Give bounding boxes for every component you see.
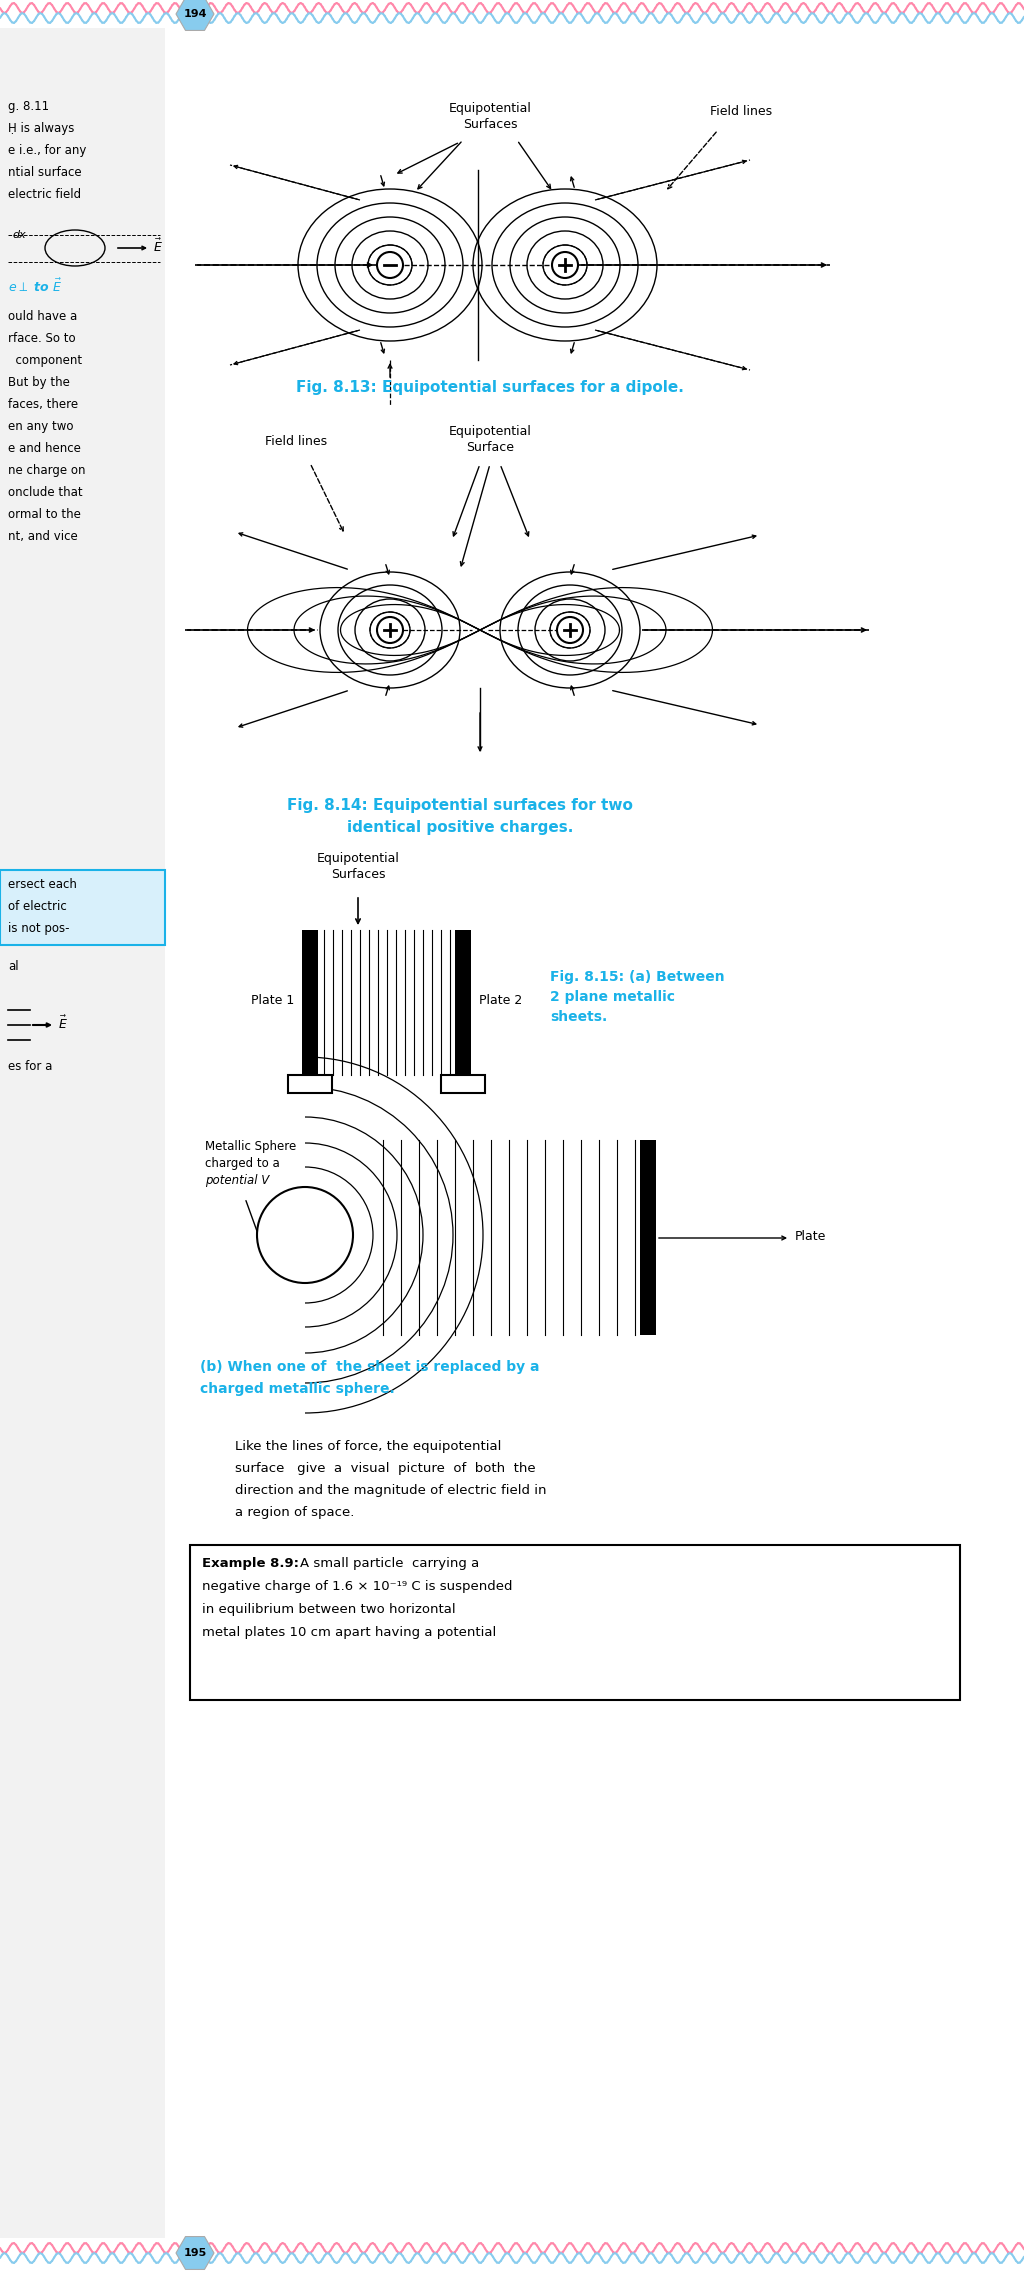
Text: Ḥ is always: Ḥ is always [8, 123, 75, 134]
Text: 194: 194 [183, 9, 207, 18]
Bar [288, 1076, 332, 1092]
Text: a region of space.: a region of space. [234, 1506, 354, 1520]
Text: electric field: electric field [8, 189, 81, 200]
Text: metal plates 10 cm apart having a potential: metal plates 10 cm apart having a potent… [202, 1627, 497, 1638]
Text: identical positive charges.: identical positive charges. [347, 819, 573, 835]
Bar [0, 869, 165, 944]
Text: ersect each: ersect each [8, 878, 77, 892]
Text: ormal to the: ormal to the [8, 507, 81, 521]
Text: 2 plane metallic: 2 plane metallic [550, 990, 675, 1003]
Circle shape [557, 617, 583, 644]
Text: $\vec{E}$: $\vec{E}$ [58, 1015, 68, 1031]
Text: Fig. 8.13: Equipotential surfaces for a dipole.: Fig. 8.13: Equipotential surfaces for a … [296, 380, 684, 396]
Text: Plate 1: Plate 1 [251, 994, 294, 1006]
Text: al: al [8, 960, 18, 974]
Text: ntial surface: ntial surface [8, 166, 82, 180]
Bar [0, 27, 165, 2239]
Text: Surfaces: Surfaces [463, 118, 517, 132]
Text: g. 8.11: g. 8.11 [8, 100, 49, 114]
Circle shape [257, 1188, 353, 1283]
Bar [302, 930, 318, 1076]
Bar [190, 1545, 961, 1699]
Text: Equipotential: Equipotential [316, 853, 399, 864]
Bar [640, 1140, 656, 1335]
Text: in equilibrium between two horizontal: in equilibrium between two horizontal [202, 1604, 456, 1615]
Text: Metallic Sphere: Metallic Sphere [205, 1140, 296, 1153]
Text: Equipotential: Equipotential [449, 102, 531, 116]
Text: Field lines: Field lines [710, 105, 772, 118]
Text: Plate 2: Plate 2 [479, 994, 522, 1006]
Bar [455, 930, 471, 1076]
Bar [441, 1076, 485, 1092]
Text: negative charge of 1.6 × 10⁻¹⁹ C is suspended: negative charge of 1.6 × 10⁻¹⁹ C is susp… [202, 1581, 512, 1592]
Text: component: component [8, 355, 82, 366]
Text: Fig. 8.14: Equipotential surfaces for two: Fig. 8.14: Equipotential surfaces for tw… [287, 799, 633, 812]
Text: Example 8.9:: Example 8.9: [202, 1556, 299, 1570]
Text: is not pos-: is not pos- [8, 921, 70, 935]
Text: potential V: potential V [205, 1174, 269, 1188]
Text: nt, and vice: nt, and vice [8, 530, 78, 544]
Text: Surfaces: Surfaces [331, 869, 385, 880]
Text: e and hence: e and hence [8, 441, 81, 455]
Text: (b) When one of  the sheet is replaced by a: (b) When one of the sheet is replaced by… [200, 1360, 540, 1374]
Text: surface   give  a  visual  picture  of  both  the: surface give a visual picture of both th… [234, 1463, 536, 1474]
Text: Surface: Surface [466, 441, 514, 455]
Text: 195: 195 [183, 2248, 207, 2259]
Text: rface. So to: rface. So to [8, 332, 76, 346]
Text: charged metallic sphere.: charged metallic sphere. [200, 1381, 394, 1397]
Text: But by the: But by the [8, 375, 70, 389]
Circle shape [377, 617, 403, 644]
Text: charged to a: charged to a [205, 1158, 280, 1169]
Text: Field lines: Field lines [265, 435, 327, 448]
Text: e i.e., for any: e i.e., for any [8, 143, 86, 157]
Text: es for a: es for a [8, 1060, 52, 1074]
Text: onclude that: onclude that [8, 487, 83, 498]
Text: $\vec{E}$: $\vec{E}$ [153, 237, 163, 255]
Text: dx: dx [12, 230, 26, 239]
Text: ne charge on: ne charge on [8, 464, 85, 478]
Text: ould have a: ould have a [8, 309, 77, 323]
Text: sheets.: sheets. [550, 1010, 607, 1024]
Text: Equipotential: Equipotential [449, 425, 531, 439]
Text: en any two: en any two [8, 421, 74, 432]
Text: A small particle  carrying a: A small particle carrying a [300, 1556, 479, 1570]
Text: Like the lines of force, the equipotential: Like the lines of force, the equipotenti… [234, 1440, 502, 1454]
Text: $e \perp$ to $\vec{E}$: $e \perp$ to $\vec{E}$ [8, 278, 62, 296]
Text: faces, there: faces, there [8, 398, 78, 412]
Text: Fig. 8.15: (a) Between: Fig. 8.15: (a) Between [550, 969, 725, 985]
Circle shape [377, 253, 403, 278]
Text: direction and the magnitude of electric field in: direction and the magnitude of electric … [234, 1483, 547, 1497]
Circle shape [552, 253, 578, 278]
Text: of electric: of electric [8, 901, 67, 912]
Text: Plate: Plate [795, 1228, 826, 1242]
